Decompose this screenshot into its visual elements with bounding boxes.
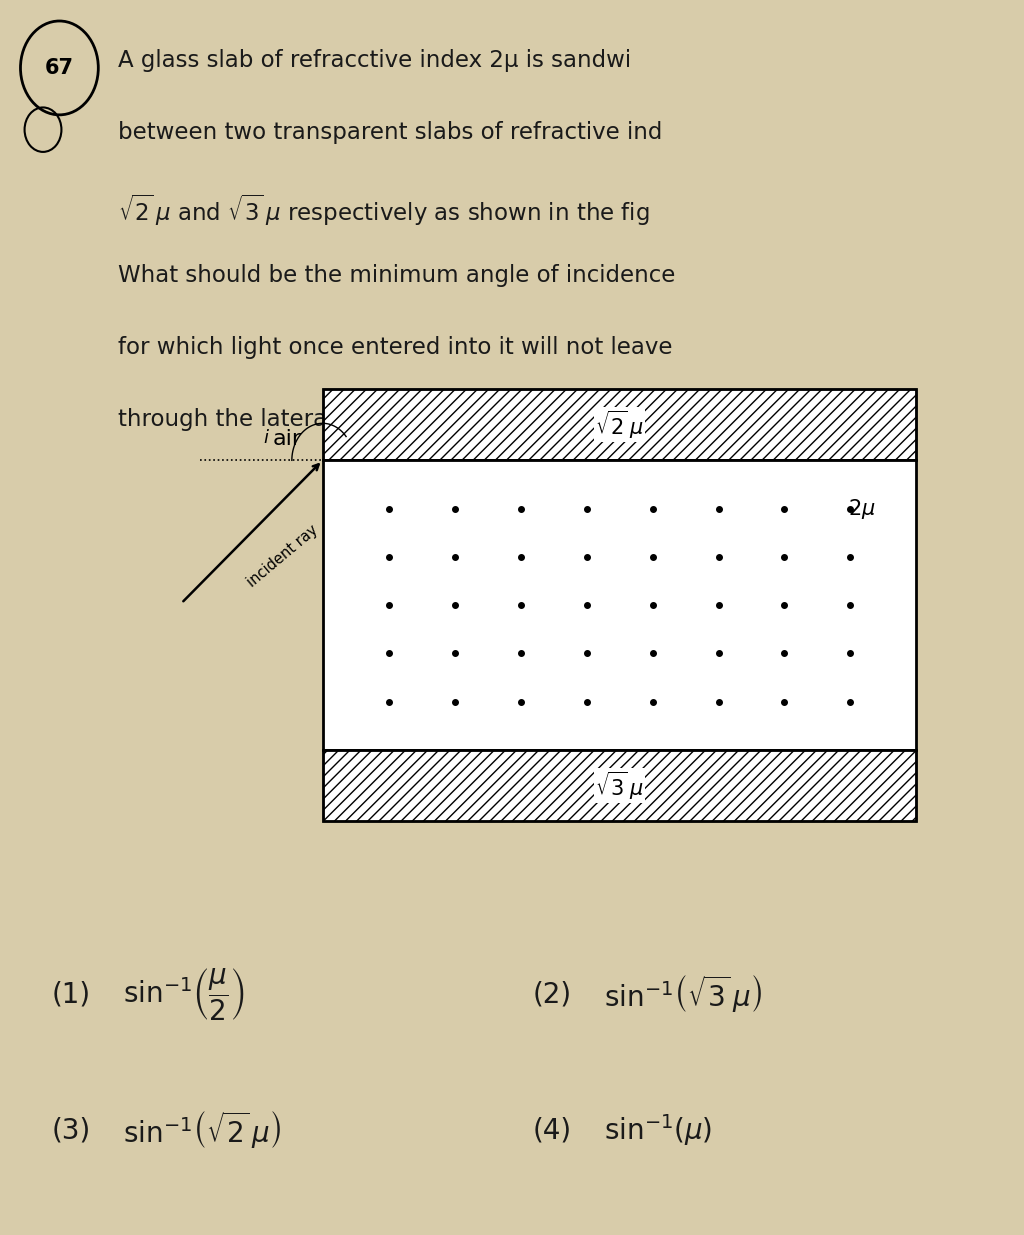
Text: $\sin^{-1}\!(\mu)$: $\sin^{-1}\!(\mu)$	[604, 1112, 713, 1149]
Text: $\sqrt{2}\,\mu$ and $\sqrt{3}\,\mu$ respectively as shown in the fig: $\sqrt{2}\,\mu$ and $\sqrt{3}\,\mu$ resp…	[118, 193, 649, 228]
Text: $2\mu$: $2\mu$	[848, 498, 876, 521]
Text: (2): (2)	[532, 981, 571, 1008]
Text: incident ray: incident ray	[244, 522, 321, 590]
Text: $\sin^{-1}\!\left(\dfrac{\mu}{2}\right)$: $\sin^{-1}\!\left(\dfrac{\mu}{2}\right)$	[123, 966, 245, 1023]
Text: for which light once entered into it will not leave: for which light once entered into it wil…	[118, 336, 673, 359]
Text: $\sin^{-1}\!\left(\sqrt{3}\,\mu\right)$: $\sin^{-1}\!\left(\sqrt{3}\,\mu\right)$	[604, 973, 763, 1015]
Text: through the lateral faces ?: through the lateral faces ?	[118, 408, 420, 431]
Bar	[323, 750, 916, 821]
Text: $\sqrt{2}\,\mu$: $\sqrt{2}\,\mu$	[595, 409, 644, 441]
Text: air: air	[273, 429, 302, 450]
Text: between two transparent slabs of refractive ind: between two transparent slabs of refract…	[118, 121, 663, 144]
Text: $i$: $i$	[263, 429, 269, 447]
Text: A glass slab of refracctive index 2μ is sandwi: A glass slab of refracctive index 2μ is …	[118, 49, 631, 73]
Text: (4): (4)	[532, 1116, 571, 1144]
Text: $\sin^{-1}\!\left(\sqrt{2}\,\mu\right)$: $\sin^{-1}\!\left(\sqrt{2}\,\mu\right)$	[123, 1109, 282, 1151]
Bar	[323, 389, 916, 461]
Text: $\sqrt{3}\,\mu$: $\sqrt{3}\,\mu$	[595, 769, 644, 802]
Bar	[323, 389, 916, 461]
Text: 67: 67	[45, 58, 74, 78]
Bar	[323, 750, 916, 821]
Text: What should be the minimum angle of incidence: What should be the minimum angle of inci…	[118, 264, 675, 288]
Bar	[323, 461, 916, 750]
Text: (3): (3)	[51, 1116, 90, 1144]
Text: (1): (1)	[51, 981, 90, 1008]
